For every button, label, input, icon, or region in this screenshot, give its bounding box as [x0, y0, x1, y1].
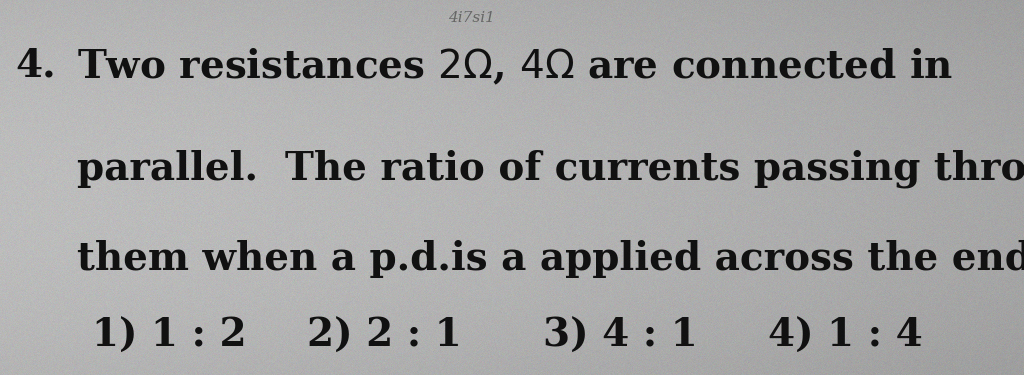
Text: Two resistances $2\Omega$, $4\Omega$ are connected in: Two resistances $2\Omega$, $4\Omega$ are…: [77, 47, 953, 87]
Text: 2) 2 : 1: 2) 2 : 1: [307, 317, 462, 355]
Text: 3) 4 : 1: 3) 4 : 1: [543, 317, 697, 355]
Text: 4.: 4.: [15, 47, 56, 85]
Text: 1) 1 : 2: 1) 1 : 2: [92, 317, 247, 355]
Text: them when a p.d.is a applied across the ends: them when a p.d.is a applied across the …: [77, 240, 1024, 278]
Text: 4) 1 : 4: 4) 1 : 4: [768, 317, 923, 355]
Text: parallel.  The ratio of currents passing through: parallel. The ratio of currents passing …: [77, 150, 1024, 189]
Text: 4i7si1: 4i7si1: [447, 11, 495, 25]
